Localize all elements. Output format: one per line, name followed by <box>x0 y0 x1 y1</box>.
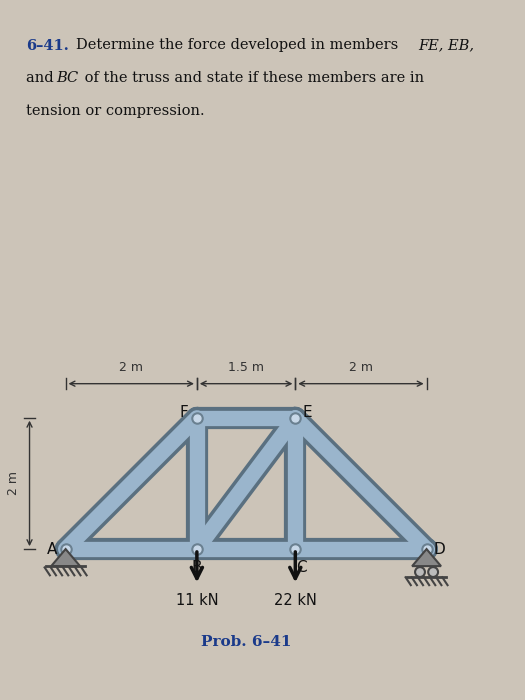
Text: 2 m: 2 m <box>349 361 373 374</box>
Text: 11 kN: 11 kN <box>175 593 218 608</box>
Circle shape <box>415 567 425 577</box>
Circle shape <box>428 567 438 577</box>
Text: A: A <box>47 542 58 557</box>
Polygon shape <box>412 549 441 566</box>
Text: 2 m: 2 m <box>7 471 20 496</box>
Text: Determine the force developed in members: Determine the force developed in members <box>76 38 403 52</box>
Text: D: D <box>434 542 446 557</box>
Text: E: E <box>302 405 312 420</box>
Text: 1.5 m: 1.5 m <box>228 361 264 374</box>
Text: B: B <box>192 560 202 575</box>
Text: of the truss and state if these members are in: of the truss and state if these members … <box>80 71 424 85</box>
Text: FE, EB,: FE, EB, <box>418 38 474 52</box>
Polygon shape <box>51 549 80 566</box>
Text: Prob. 6–41: Prob. 6–41 <box>201 636 291 650</box>
Text: tension or compression.: tension or compression. <box>26 104 205 118</box>
Text: BC: BC <box>57 71 79 85</box>
Text: F: F <box>180 405 188 420</box>
Text: 22 kN: 22 kN <box>274 593 317 608</box>
Text: and: and <box>26 71 58 85</box>
Text: 6–41.: 6–41. <box>26 38 69 52</box>
Text: C: C <box>297 560 307 575</box>
Text: 2 m: 2 m <box>119 361 143 374</box>
